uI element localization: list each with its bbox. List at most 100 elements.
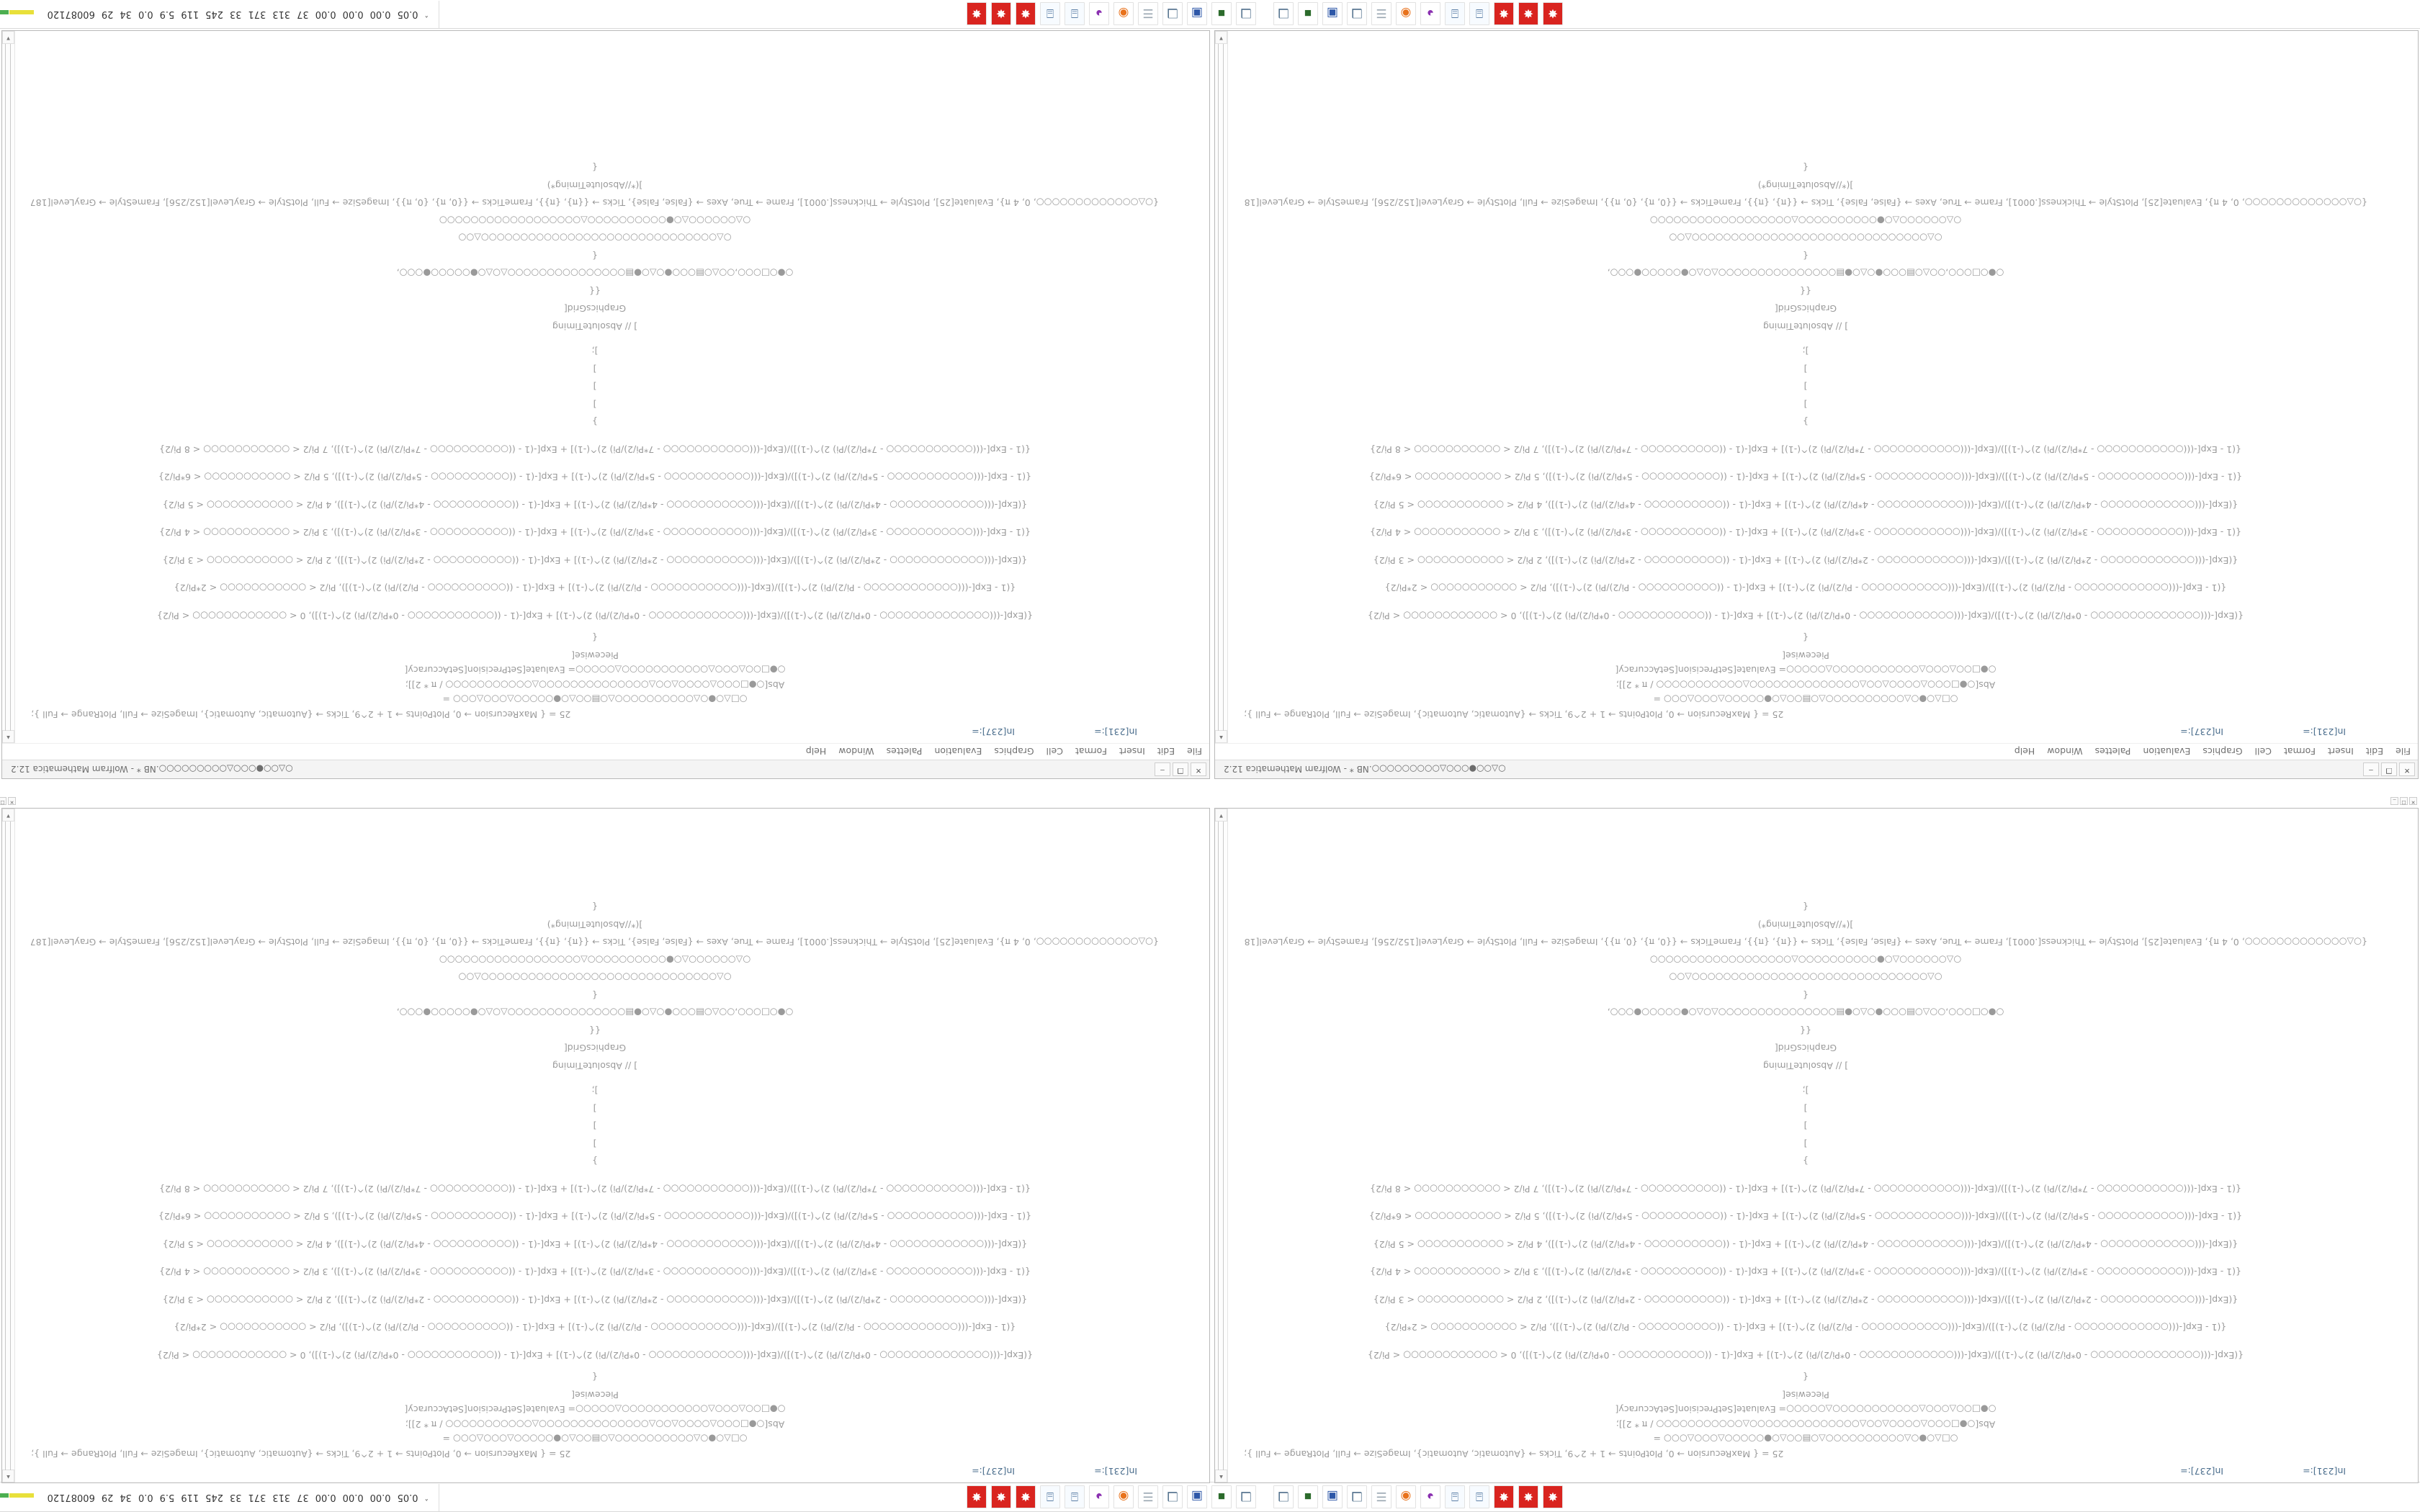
taskbar-item-remote-desktop-4[interactable]: ❑	[1162, 1485, 1183, 1508]
taskbar-item-calculator-2[interactable]: ⌸	[1445, 1485, 1465, 1508]
taskbar-item-mathematica-2[interactable]: ✸	[1518, 1485, 1538, 1508]
taskbar-item-text-editor-2[interactable]: ☰	[1138, 2, 1158, 25]
scroll-up-icon-3[interactable]: ▲	[1215, 1470, 1227, 1482]
taskbar-item-mathematica-1[interactable]: ✸	[1543, 2, 1563, 25]
seam-min-icon[interactable]: _	[2390, 797, 2398, 805]
taskbar-item-remote-desktop-1[interactable]: ❑	[1347, 1485, 1367, 1508]
notebook-canvas-3[interactable]: In[231]:= In[237]:= 25 = { MaxRecursion → …	[1215, 809, 2418, 1482]
vertical-scrollbar[interactable]: ▲ ▼	[1215, 31, 1228, 743]
taskbar-item-mathematica-3[interactable]: ✸	[1494, 1485, 1514, 1508]
scroll-down-icon-4[interactable]: ▼	[2, 809, 14, 822]
taskbar-item-firefox-2[interactable]: ◉	[1113, 2, 1134, 25]
taskbar-item-terminal-green-2[interactable]: ■	[1211, 2, 1232, 25]
seam-window-controls-right[interactable]: ✕ ☐ _	[0, 797, 16, 805]
menu-item-insert[interactable]: Insert	[2328, 746, 2354, 757]
taskbar-item-mathematica-2[interactable]: ✸	[1518, 2, 1538, 25]
taskbar-item-text-editor[interactable]: ☰	[1371, 1485, 1392, 1508]
scroll-track-4[interactable]	[5, 821, 11, 1470]
scroll-down-icon-3[interactable]: ▼	[1215, 809, 1227, 822]
taskbar-item-mathematica-4[interactable]: ✸	[1016, 2, 1036, 25]
scroll-up-icon-2[interactable]: ▲	[2, 730, 14, 743]
seam-close-icon[interactable]: ✕	[2409, 797, 2417, 805]
vertical-scrollbar-3[interactable]: ▲ ▼	[1215, 809, 1228, 1482]
mathematica-window-right-upper[interactable]: In[231]:= In[237]:= 25 = { MaxRecursion → …	[1, 808, 1210, 1483]
taskbar-item-mathematica-5[interactable]: ✸	[991, 2, 1011, 25]
close-icon[interactable]: ✕	[2399, 762, 2415, 776]
titlebar-2[interactable]: ✕ ❐ – ○△○○●○○○△○○○○○○○○○.NB * - Wolfram …	[2, 760, 1209, 778]
taskbar-item-mathematica-3[interactable]: ✸	[1494, 2, 1514, 25]
taskbar-item-remote-desktop-3[interactable]: ❑	[1236, 2, 1256, 25]
menu-item-window-2[interactable]: Window	[838, 746, 874, 757]
taskbar-item-text-editor-2[interactable]: ☰	[1138, 1485, 1158, 1508]
menu-item-insert-2[interactable]: Insert	[1119, 746, 1145, 757]
menu-bar-2[interactable]: File Edit Insert Format Cell Graphics Ev…	[2, 743, 1209, 760]
vertical-scrollbar-4[interactable]: ▲ ▼	[2, 809, 15, 1482]
menu-item-file[interactable]: File	[2396, 746, 2411, 757]
maximize-icon[interactable]: ❐	[2381, 762, 2397, 776]
taskbar-item-calculator-4[interactable]: ⌸	[1040, 2, 1060, 25]
taskbar-item-floppy-save-pd[interactable]: ▣	[1322, 1485, 1343, 1508]
taskbar-item-floppy-save-pd[interactable]: ▣	[1322, 2, 1343, 25]
taskbar-item-firefox[interactable]: ◉	[1396, 2, 1416, 25]
menu-item-evaluation[interactable]: Evaluation	[2143, 746, 2191, 757]
close-icon-2[interactable]: ✕	[1191, 762, 1206, 776]
taskbar-item-floppy-save-64[interactable]: ▣	[1187, 1485, 1207, 1508]
seam-close-icon-2[interactable]: ✕	[8, 797, 16, 805]
scroll-track-2[interactable]	[5, 43, 11, 731]
taskbar-item-mathematica-1[interactable]: ✸	[1543, 1485, 1563, 1508]
taskbar-bottom[interactable]: ✸ ✸ ✸ ⌸ ⌸ ◕ ◉ ☰ ❑ ▣ ■ ❑ ❑ ■ ▣ ❑ ☰ ◉ ◕ ⌸ ⌸ ✸ ✸ ✸ ˄ 0.05 0.00 0.00 0…	[0, 0, 2420, 29]
taskbar-item-firefox-2[interactable]: ◉	[1113, 1485, 1134, 1508]
menu-item-cell-2[interactable]: Cell	[1046, 746, 1063, 757]
maximize-icon-2[interactable]: ❐	[1173, 762, 1188, 776]
notebook-canvas-2[interactable]: In[231]:= In[237]:= 25 = { MaxRecursion → …	[2, 31, 1209, 743]
mathematica-window-left-lower[interactable]: ✕ ❐ – ○△○○●○○○△○○○○○○○○○.NB * - Wolfram …	[1214, 30, 2419, 779]
menu-item-file-2[interactable]: File	[1187, 746, 1202, 757]
taskbar-item-calculator-2[interactable]: ⌸	[1445, 2, 1465, 25]
mathematica-window-right-lower[interactable]: ✕ ❐ – ○△○○●○○○△○○○○○○○○○.NB * - Wolfram …	[1, 30, 1210, 779]
taskbar-icon-group[interactable]: ✸ ✸ ✸ ⌸ ⌸ ◕ ◉ ☰ ❑ ▣ ■ ❑ ❑ ■ ▣ ❑ ☰ ◉ ◕ ⌸ ⌸ ✸ ✸ ✸	[967, 1485, 1563, 1508]
menu-item-help[interactable]: Help	[2014, 746, 2035, 757]
taskbar-item-browser-purple[interactable]: ◕	[1420, 1485, 1440, 1508]
menu-item-cell[interactable]: Cell	[2254, 746, 2272, 757]
notebook-canvas-4[interactable]: In[231]:= In[237]:= 25 = { MaxRecursion → …	[2, 809, 1209, 1482]
menu-item-format-2[interactable]: Format	[1075, 746, 1107, 757]
taskbar-item-terminal-green[interactable]: ■	[1298, 1485, 1318, 1508]
notebook-content[interactable]: In[231]:= In[237]:= 25 = { MaxRecursion → …	[2, 157, 1209, 743]
taskbar-item-mathematica-5[interactable]: ✸	[991, 1485, 1011, 1508]
taskbar-item-floppy-save-64[interactable]: ▣	[1187, 2, 1207, 25]
taskbar-item-browser-purple[interactable]: ◕	[1420, 2, 1440, 25]
minimize-icon[interactable]: –	[2363, 762, 2379, 776]
titlebar[interactable]: ✕ ❐ – ○△○○●○○○△○○○○○○○○○.NB * - Wolfram …	[1215, 760, 2418, 778]
menu-item-graphics-2[interactable]: Graphics	[994, 746, 1034, 757]
seam-window-controls-left[interactable]: ✕ ☐ _	[2390, 797, 2417, 805]
notebook-content[interactable]: In[231]:= In[237]:= 25 = { MaxRecursion → …	[1215, 896, 2418, 1482]
taskbar-item-text-editor[interactable]: ☰	[1371, 2, 1392, 25]
taskbar-item-browser-purple-2[interactable]: ◕	[1089, 1485, 1109, 1508]
scroll-up-icon-4[interactable]: ▲	[2, 1470, 14, 1482]
taskbar-item-calculator-1[interactable]: ⌸	[1469, 1485, 1489, 1508]
taskbar-item-remote-desktop-3[interactable]: ❑	[1236, 1485, 1256, 1508]
menu-bar[interactable]: File Edit Insert Format Cell Graphics Ev…	[1215, 743, 2418, 760]
taskbar-item-remote-desktop-1[interactable]: ❑	[1347, 2, 1367, 25]
minimize-icon-2[interactable]: –	[1155, 762, 1170, 776]
scroll-down-icon-2[interactable]: ▼	[2, 31, 14, 44]
taskbar-item-terminal-green[interactable]: ■	[1298, 2, 1318, 25]
menu-item-palettes[interactable]: Palettes	[2094, 746, 2131, 757]
seam-max-icon-2[interactable]: ☐	[0, 797, 6, 805]
menu-item-palettes-2[interactable]: Palettes	[886, 746, 923, 757]
taskbar-item-mathematica-6[interactable]: ✸	[967, 2, 987, 25]
taskbar-item-calculator-3[interactable]: ⌸	[1065, 2, 1085, 25]
scroll-track-3[interactable]	[1218, 821, 1224, 1470]
menu-item-help-2[interactable]: Help	[805, 746, 827, 757]
scroll-track[interactable]	[1218, 43, 1224, 731]
menu-item-edit-2[interactable]: Edit	[1157, 746, 1175, 757]
taskbar-item-calculator-4[interactable]: ⌸	[1040, 1485, 1060, 1508]
menu-item-format[interactable]: Format	[2283, 746, 2316, 757]
taskbar-item-remote-desktop-4[interactable]: ❑	[1162, 2, 1183, 25]
vertical-scrollbar-2[interactable]: ▲ ▼	[2, 31, 15, 743]
scroll-up-icon[interactable]: ▲	[1215, 730, 1227, 743]
taskbar-item-mathematica-6[interactable]: ✸	[967, 1485, 987, 1508]
taskbar-top[interactable]: ✸ ✸ ✸ ⌸ ⌸ ◕ ◉ ☰ ❑ ▣ ■ ❑ ❑ ■ ▣ ❑ ☰ ◉ ◕ ⌸ ⌸ ✸ ✸ ✸ ˄ 0.05 0.00 0.00 0…	[0, 1482, 2420, 1512]
notebook-content[interactable]: In[231]:= In[237]:= 25 = { MaxRecursion → …	[1215, 157, 2418, 743]
seam-max-icon[interactable]: ☐	[2400, 797, 2408, 805]
